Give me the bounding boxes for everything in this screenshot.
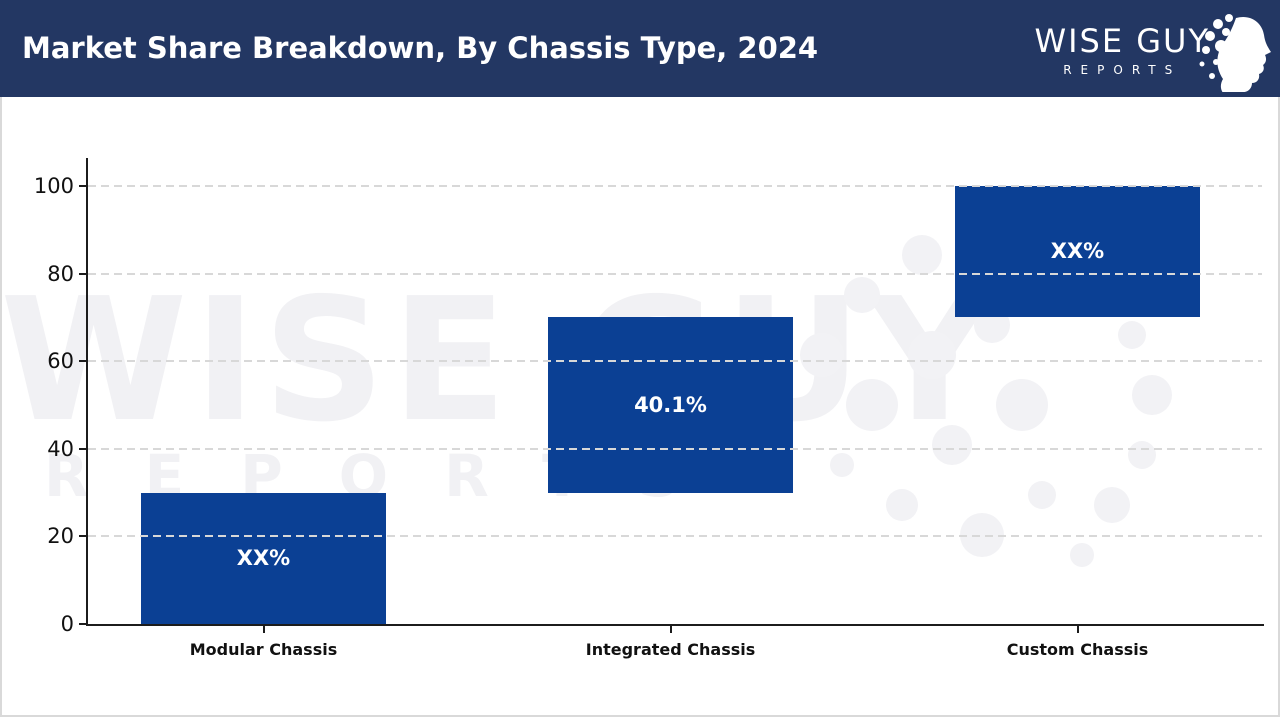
- y-tick-20: [79, 535, 86, 538]
- y-tick-label: 40: [47, 436, 74, 461]
- y-tick-label: 0: [60, 612, 74, 636]
- y-tick-label: 20: [47, 524, 74, 549]
- page-title: Market Share Breakdown, By Chassis Type,…: [22, 31, 819, 65]
- y-tick-60: [79, 360, 86, 363]
- y-tick-80: [79, 272, 86, 275]
- gridline-40: [88, 447, 1262, 450]
- x-axis-line: [86, 624, 1264, 626]
- gridline-60: [88, 360, 1262, 363]
- x-tick: [262, 626, 265, 633]
- bar-value-label: 40.1%: [634, 392, 707, 417]
- bar-integrated-chassis[interactable]: 40.1%: [548, 316, 793, 493]
- y-tick-label: 100: [33, 174, 74, 198]
- bar-value-label: XX%: [236, 546, 291, 571]
- bar-value-label: XX%: [1050, 239, 1105, 264]
- bar-modular-chassis[interactable]: XX%: [141, 492, 386, 624]
- header: Market Share Breakdown, By Chassis Type,…: [0, 0, 1280, 97]
- logo-wordmark: WISE GUY: [1034, 22, 1210, 60]
- y-axis-line: [86, 158, 88, 626]
- x-tick: [1076, 626, 1079, 633]
- x-category-label: Modular Chassis: [189, 640, 338, 659]
- gridline-20: [88, 535, 1262, 538]
- logo-subtitle: REPORTS: [1063, 63, 1182, 77]
- y-tick-40: [79, 447, 86, 450]
- gridline-100: [88, 185, 1262, 187]
- y-tick-label: 80: [47, 261, 74, 286]
- y-tick-0: [79, 623, 86, 625]
- logo-head-icon: [1199, 14, 1271, 92]
- y-tick-100: [79, 185, 86, 187]
- gridline-80: [88, 272, 1262, 275]
- x-tick: [669, 626, 672, 633]
- bar-custom-chassis[interactable]: XX%: [955, 186, 1200, 317]
- x-category-label: Integrated Chassis: [585, 640, 756, 659]
- y-tick-label: 60: [47, 349, 74, 374]
- brand-logo: WISE GUY REPORTS: [1024, 8, 1274, 92]
- x-category-label: Custom Chassis: [1006, 640, 1149, 659]
